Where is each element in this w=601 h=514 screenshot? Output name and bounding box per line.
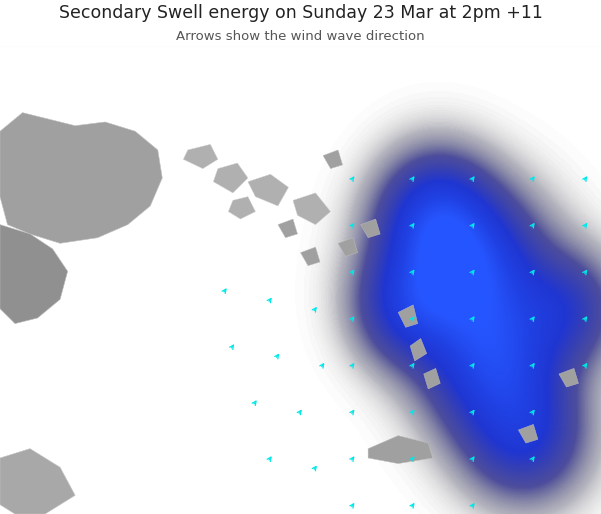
Polygon shape: [410, 339, 427, 361]
Polygon shape: [228, 197, 255, 219]
Text: Secondary Swell energy on Sunday 23 Mar at 2pm +11: Secondary Swell energy on Sunday 23 Mar …: [58, 4, 543, 22]
Polygon shape: [368, 435, 433, 464]
Polygon shape: [0, 449, 75, 514]
Text: Arrows show the wind wave direction: Arrows show the wind wave direction: [176, 30, 425, 43]
Polygon shape: [338, 237, 358, 256]
Polygon shape: [213, 163, 248, 193]
Polygon shape: [0, 225, 68, 324]
Polygon shape: [293, 193, 331, 225]
Polygon shape: [398, 305, 418, 327]
Polygon shape: [361, 219, 380, 237]
Polygon shape: [559, 369, 579, 387]
Polygon shape: [300, 247, 320, 266]
Polygon shape: [323, 150, 343, 169]
Polygon shape: [519, 425, 538, 443]
Polygon shape: [0, 113, 162, 243]
Polygon shape: [183, 144, 218, 169]
Polygon shape: [248, 174, 288, 206]
Polygon shape: [424, 369, 441, 389]
Polygon shape: [278, 219, 297, 237]
